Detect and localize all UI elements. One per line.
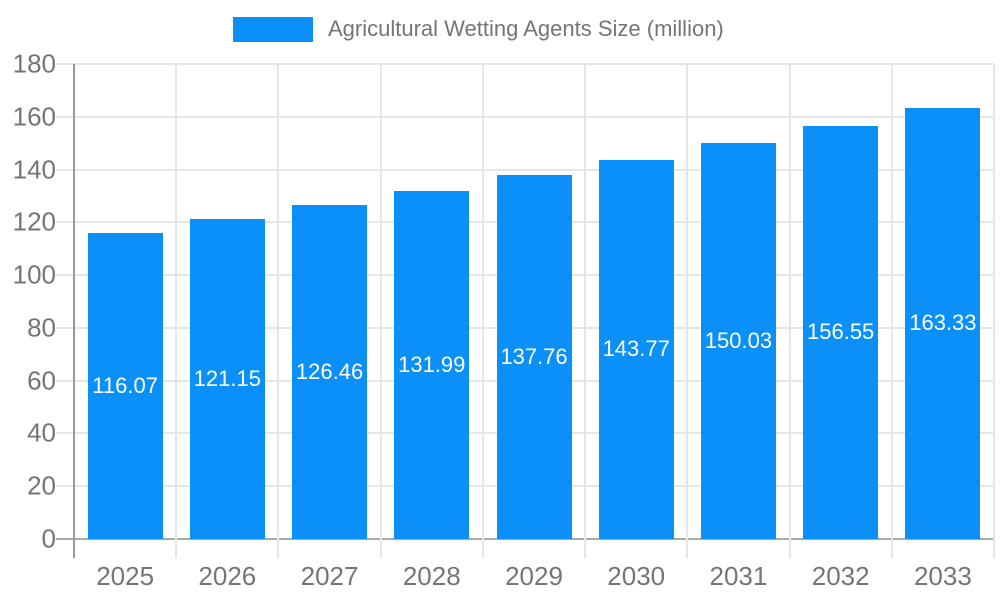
bar-value-label: 116.07 xyxy=(92,372,158,398)
gridline-vertical xyxy=(277,64,280,558)
gridline-vertical xyxy=(788,64,791,558)
bar-value-label: 163.33 xyxy=(909,310,977,336)
x-tick-label: 2026 xyxy=(198,561,257,591)
y-tick-label: 180 xyxy=(12,48,56,79)
legend-label: Agricultural Wetting Agents Size (millio… xyxy=(328,16,724,41)
gridline-vertical xyxy=(686,64,689,558)
bar-value-label: 156.55 xyxy=(807,319,875,345)
bar[interactable] xyxy=(803,125,879,539)
y-axis-line xyxy=(73,64,75,558)
gridline-vertical xyxy=(993,64,995,558)
legend[interactable]: Agricultural Wetting Agents Size (millio… xyxy=(233,16,724,42)
bar[interactable] xyxy=(189,219,265,539)
gridline-vertical xyxy=(584,64,587,558)
x-tick-label: 2029 xyxy=(505,561,563,591)
bar[interactable] xyxy=(905,107,981,539)
bar-value-label: 150.03 xyxy=(704,328,773,354)
x-tick-label: 2030 xyxy=(607,561,666,591)
gridline-horizontal xyxy=(56,115,994,118)
x-tick-label: 2025 xyxy=(96,561,155,591)
bar[interactable] xyxy=(292,205,368,539)
y-tick-label: 0 xyxy=(41,523,56,554)
x-tick-label: 2033 xyxy=(913,561,972,591)
y-tick-label: 40 xyxy=(27,417,56,448)
bar-value-label: 121.15 xyxy=(193,366,261,392)
y-tick-label: 100 xyxy=(12,259,56,290)
x-tick-label: 2028 xyxy=(402,561,461,591)
bar[interactable] xyxy=(700,143,776,539)
bar[interactable] xyxy=(394,190,470,539)
x-tick-label: 2027 xyxy=(300,561,359,591)
gridline-vertical xyxy=(481,64,484,558)
gridline-vertical xyxy=(379,64,382,558)
bar-value-label: 137.76 xyxy=(500,344,568,370)
gridline-vertical xyxy=(890,64,893,558)
y-tick-label: 20 xyxy=(27,470,56,501)
bar[interactable] xyxy=(87,232,163,539)
bar-value-label: 143.77 xyxy=(602,336,670,362)
y-tick-label: 120 xyxy=(12,206,56,237)
y-tick-label: 160 xyxy=(12,101,56,132)
gridline-horizontal xyxy=(56,63,994,65)
bar[interactable] xyxy=(598,159,674,539)
x-tick-label: 2032 xyxy=(811,561,870,591)
bar-value-label: 126.46 xyxy=(295,359,364,385)
bar-value-label: 131.99 xyxy=(398,351,466,377)
bar[interactable] xyxy=(496,175,572,539)
x-tick-label: 2031 xyxy=(709,561,768,591)
gridline-vertical xyxy=(175,64,178,558)
y-tick-label: 60 xyxy=(27,365,56,396)
x-axis-baseline xyxy=(56,538,994,540)
legend-swatch xyxy=(233,16,313,42)
y-tick-label: 140 xyxy=(12,154,56,185)
gridline-horizontal xyxy=(56,168,994,171)
y-tick-label: 80 xyxy=(27,312,56,343)
